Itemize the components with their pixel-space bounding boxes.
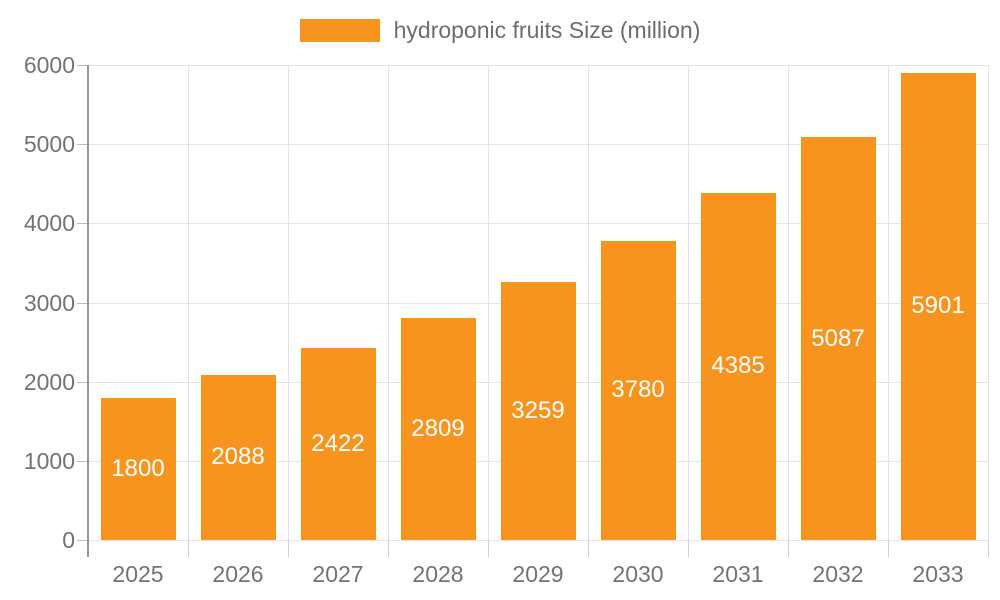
x-axis-label-2027: 2027 — [312, 561, 364, 587]
y-axis-tick — [77, 144, 88, 146]
y-axis-label: 6000 — [23, 52, 75, 78]
y-axis-tick — [77, 65, 88, 66]
y-axis-tick — [77, 302, 88, 304]
bar-2032[interactable]: 5087 — [800, 137, 876, 540]
y-axis-tick — [77, 460, 88, 462]
bar-2030[interactable]: 3780 — [600, 240, 676, 540]
y-axis-label: 3000 — [23, 289, 75, 316]
x-axis-tick — [388, 540, 389, 557]
x-axis-label-2030: 2030 — [612, 561, 664, 587]
y-axis-label: 5000 — [23, 131, 75, 158]
y-axis-tick — [77, 223, 88, 225]
bar-value-label: 3780 — [611, 376, 665, 404]
v-gridline — [188, 65, 189, 540]
h-gridline — [88, 223, 988, 225]
bar-2029[interactable]: 3259 — [500, 281, 576, 540]
v-gridline — [888, 65, 889, 540]
bar-2027[interactable]: 2422 — [300, 348, 376, 540]
y-axis-label: 2000 — [23, 368, 75, 395]
y-axis-tick — [77, 381, 88, 383]
v-gridline — [288, 65, 289, 540]
x-axis-tick — [788, 540, 789, 557]
y-axis-label: 1000 — [23, 447, 75, 474]
x-axis-label-2032: 2032 — [812, 561, 864, 587]
bar-2025[interactable]: 1800 — [100, 397, 176, 540]
legend-label: hydroponic fruits Size (million) — [393, 17, 701, 43]
bar-value-label: 2809 — [411, 414, 465, 442]
bar-value-label: 5901 — [911, 292, 965, 320]
x-axis-label-2025: 2025 — [112, 561, 164, 587]
x-axis-label-2033: 2033 — [912, 561, 964, 587]
bar-2028[interactable]: 2809 — [400, 317, 476, 540]
v-gridline — [788, 65, 789, 540]
bar-2033[interactable]: 5901 — [900, 72, 976, 540]
x-axis-tick — [888, 540, 889, 557]
x-axis-label-2031: 2031 — [712, 561, 764, 587]
x-axis-tick — [288, 540, 289, 557]
bar-2031[interactable]: 4385 — [700, 192, 776, 540]
v-gridline — [588, 65, 589, 540]
bar-value-label: 2422 — [311, 430, 365, 458]
x-axis-tick — [188, 540, 189, 557]
legend[interactable]: hydroponic fruits Size (million) — [0, 17, 1000, 44]
x-axis-label-2026: 2026 — [212, 561, 264, 587]
bar-value-label: 2088 — [211, 443, 265, 471]
x-axis-tick — [588, 540, 589, 557]
h-gridline — [88, 65, 988, 66]
v-gridline — [488, 65, 489, 540]
x-axis-tick — [688, 540, 689, 557]
x-axis-label-2029: 2029 — [512, 561, 564, 587]
y-axis-label: 4000 — [23, 210, 75, 237]
h-gridline — [88, 540, 988, 541]
y-axis-label: 0 — [62, 527, 75, 553]
bar-value-label: 4385 — [711, 352, 765, 380]
bar-value-label: 3259 — [511, 396, 565, 424]
h-gridline — [88, 144, 988, 146]
x-axis-tick — [488, 540, 489, 557]
bar-2026[interactable]: 2088 — [200, 374, 276, 540]
x-axis-tick — [988, 540, 989, 557]
v-gridline — [688, 65, 689, 540]
y-axis-tick — [77, 540, 88, 541]
bar-value-label: 5087 — [811, 324, 865, 352]
v-gridline — [988, 65, 989, 540]
x-axis-label-2028: 2028 — [412, 561, 464, 587]
y-axis-line — [87, 65, 89, 557]
bar-value-label: 1800 — [111, 454, 165, 482]
legend-swatch — [299, 19, 380, 42]
v-gridline — [388, 65, 389, 540]
